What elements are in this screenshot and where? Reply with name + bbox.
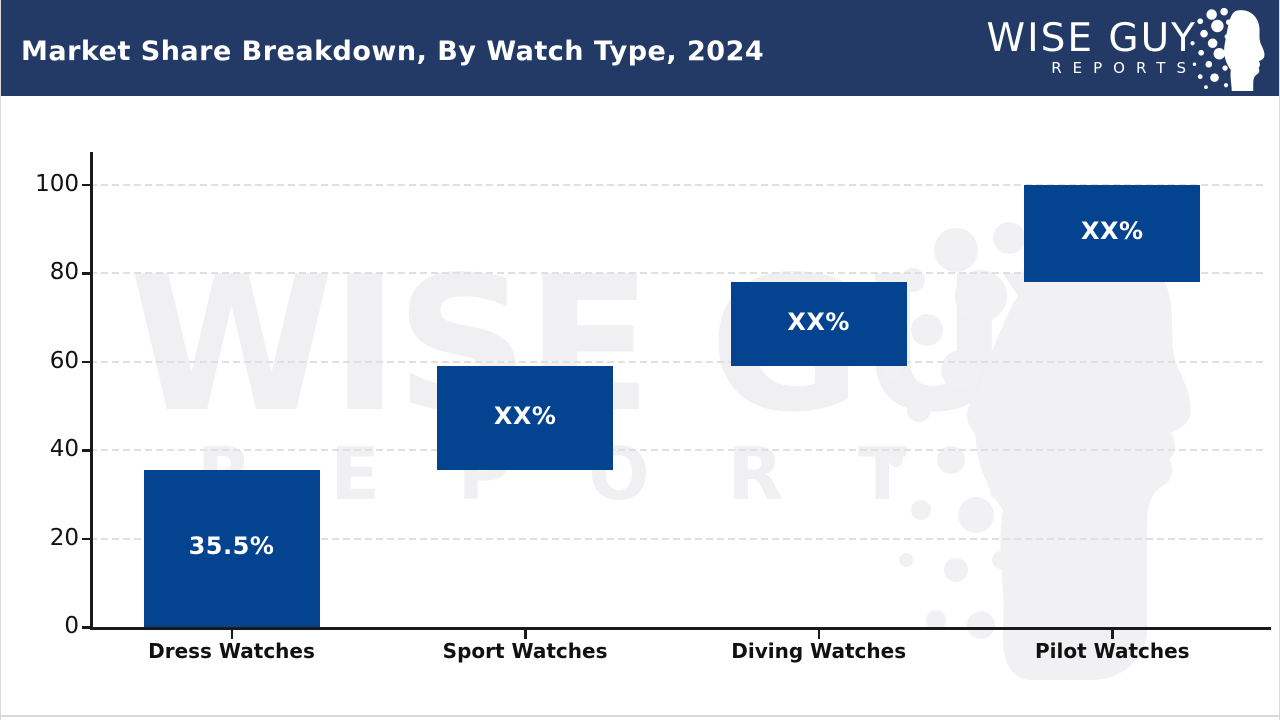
header: Market Share Breakdown, By Watch Type, 2… — [1, 0, 1279, 96]
bar: 35.5% — [143, 469, 320, 627]
y-tick-label: 20 — [49, 524, 79, 551]
brand-name: WISE GUY — [986, 15, 1197, 61]
y-axis-line — [90, 152, 93, 630]
x-tick-mark — [1111, 630, 1114, 639]
brand-logo: WISE GUY REPORTS — [987, 4, 1269, 92]
y-tick-mark — [82, 360, 90, 363]
y-tick-label: 60 — [49, 347, 79, 374]
x-axis-label: Pilot Watches — [1034, 639, 1190, 663]
y-tick-mark — [82, 183, 90, 186]
y-tick-mark — [82, 626, 90, 629]
bar-value-label: XX% — [787, 307, 850, 336]
brand-subtitle: REPORTS — [1051, 59, 1197, 78]
y-tick-label: 40 — [49, 436, 79, 462]
y-tick-label: 0 — [64, 613, 79, 639]
y-tick-label: 100 — [35, 170, 79, 197]
x-axis-label: Dress Watches — [148, 639, 315, 663]
gridline — [90, 360, 1263, 363]
y-tick-mark — [82, 537, 90, 540]
bar: XX% — [437, 365, 614, 470]
y-tick-mark — [82, 272, 90, 275]
x-tick-mark — [230, 630, 233, 639]
y-tick-label: 80 — [49, 259, 79, 285]
bar: XX% — [730, 281, 907, 366]
y-tick-mark — [82, 449, 90, 452]
gridline — [90, 537, 1263, 540]
brand-head-icon — [1190, 7, 1265, 91]
bar-value-label: XX% — [493, 401, 557, 430]
chart-title: Market Share Breakdown, By Watch Type, 2… — [21, 36, 765, 67]
gridline — [90, 183, 1263, 186]
bar-value-label: XX% — [1081, 217, 1144, 246]
x-tick-mark — [817, 630, 821, 639]
x-axis-line — [90, 627, 1271, 630]
gridline — [90, 272, 1263, 274]
bar: XX% — [1024, 184, 1201, 282]
x-tick-mark — [524, 630, 527, 639]
gridline — [90, 449, 1263, 451]
watermark-head-icon — [882, 222, 1191, 680]
bar-value-label: 35.5% — [188, 532, 275, 561]
page-bottom-border — [1, 715, 1279, 717]
x-axis-label: Sport Watches — [442, 639, 608, 663]
x-axis-label: Diving Watches — [731, 639, 907, 663]
